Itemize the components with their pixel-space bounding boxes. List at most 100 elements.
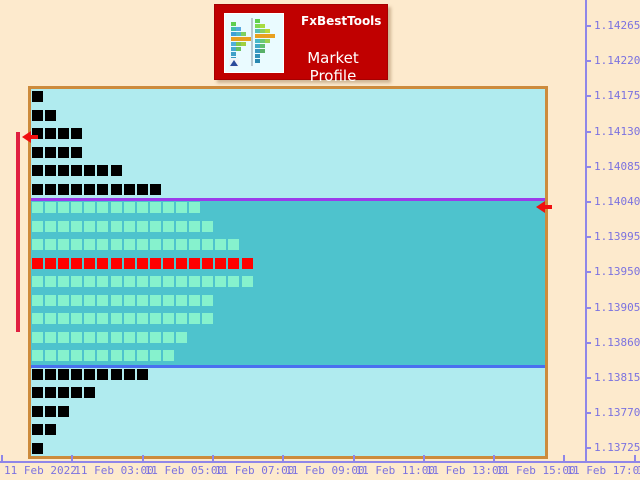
- tpo-cell: [136, 257, 149, 270]
- tpo-cell: [136, 349, 149, 362]
- tpo-cell: [241, 275, 254, 288]
- tpo-cell: [44, 146, 57, 159]
- price-tick: [585, 60, 591, 63]
- tpo-cell: [44, 257, 57, 270]
- tpo-cell: [136, 183, 149, 196]
- tpo-cell: [44, 183, 57, 196]
- tpo-cell: [214, 238, 227, 251]
- tpo-cell: [31, 220, 44, 233]
- tpo-cell: [96, 220, 109, 233]
- price-tick: [585, 25, 591, 27]
- tpo-cell: [123, 220, 136, 233]
- tpo-cell: [83, 349, 96, 362]
- tpo-cell: [44, 220, 57, 233]
- price-axis: [585, 0, 587, 462]
- tpo-cell: [175, 220, 188, 233]
- tpo-row: [31, 405, 70, 418]
- tpo-cell: [201, 294, 214, 307]
- tpo-cell: [123, 275, 136, 288]
- tpo-cell: [57, 127, 70, 140]
- price-tick: [585, 412, 591, 415]
- tpo-cell: [44, 294, 57, 307]
- tpo-row: [31, 349, 175, 362]
- tpo-cell: [70, 349, 83, 362]
- tpo-cell: [31, 257, 44, 270]
- tpo-cell: [188, 275, 201, 288]
- time-tick-label: 11 Feb 11:00: [355, 464, 435, 477]
- tpo-row: [31, 331, 188, 344]
- tpo-row: [31, 442, 44, 455]
- tpo-cell: [57, 312, 70, 325]
- tpo-cell: [149, 312, 162, 325]
- tpo-cell: [162, 201, 175, 214]
- tpo-cell: [57, 146, 70, 159]
- price-tick: [585, 130, 591, 133]
- tpo-cell: [241, 257, 254, 270]
- tpo-cell: [188, 220, 201, 233]
- tpo-cell: [57, 349, 70, 362]
- time-tick: [141, 455, 144, 462]
- tpo-cell: [162, 294, 175, 307]
- tpo-cell: [123, 331, 136, 344]
- tpo-cell: [44, 127, 57, 140]
- tpo-cell: [83, 183, 96, 196]
- time-tick: [211, 455, 214, 462]
- tpo-cell: [175, 201, 188, 214]
- tpo-cell: [83, 368, 96, 381]
- tpo-cell: [123, 368, 136, 381]
- tpo-cell: [162, 349, 175, 362]
- tpo-cell: [31, 275, 44, 288]
- tpo-cell: [70, 238, 83, 251]
- tpo-cell: [175, 312, 188, 325]
- price-tick: [585, 447, 591, 450]
- tpo-cell: [57, 405, 70, 418]
- tpo-cell: [31, 183, 44, 196]
- tpo-cell: [31, 146, 44, 159]
- tpo-cell: [44, 405, 57, 418]
- tpo-cell: [136, 312, 149, 325]
- tpo-cell: [57, 183, 70, 196]
- tpo-cell: [188, 201, 201, 214]
- price-tick-label: 1.14130: [594, 124, 640, 138]
- price-tick-label: 1.13950: [594, 265, 640, 279]
- plot-area[interactable]: [28, 86, 548, 459]
- tpo-cell: [136, 201, 149, 214]
- tpo-row: [31, 109, 57, 122]
- tpo-cell: [83, 275, 96, 288]
- price-tick: [585, 236, 591, 239]
- tpo-cell: [83, 331, 96, 344]
- time-tick: [352, 455, 355, 462]
- price-tick: [585, 377, 591, 379]
- tpo-cell: [57, 164, 70, 177]
- time-axis: [0, 461, 640, 463]
- tpo-cell: [110, 312, 123, 325]
- price-tick: [585, 165, 591, 168]
- tpo-row: [31, 164, 123, 177]
- tpo-cell: [70, 275, 83, 288]
- price-tick-label: 1.13995: [594, 230, 640, 244]
- tpo-cell: [83, 257, 96, 270]
- tpo-cell: [201, 312, 214, 325]
- time-tick-label: 11 Feb 07:00: [214, 464, 295, 477]
- tpo-cell: [96, 275, 109, 288]
- tpo-cell: [136, 220, 149, 233]
- price-tick: [585, 95, 591, 98]
- tpo-cell: [44, 275, 57, 288]
- tpo-cell: [57, 368, 70, 381]
- tpo-row: [31, 220, 214, 233]
- tpo-cell: [110, 275, 123, 288]
- tpo-cell: [110, 220, 123, 233]
- brand-badge[interactable]: FxBestTools Market Profile: [214, 4, 388, 85]
- tpo-cell: [70, 146, 83, 159]
- tpo-cell: [57, 386, 70, 399]
- tpo-cell: [123, 312, 136, 325]
- tpo-cell: [31, 201, 44, 214]
- tpo-cell: [44, 238, 57, 251]
- vah-arrow-icon: [536, 201, 552, 213]
- tpo-cell: [96, 294, 109, 307]
- tpo-cell: [162, 238, 175, 251]
- tpo-row: [31, 127, 83, 140]
- tpo-cell: [201, 238, 214, 251]
- tpo-cell: [44, 331, 57, 344]
